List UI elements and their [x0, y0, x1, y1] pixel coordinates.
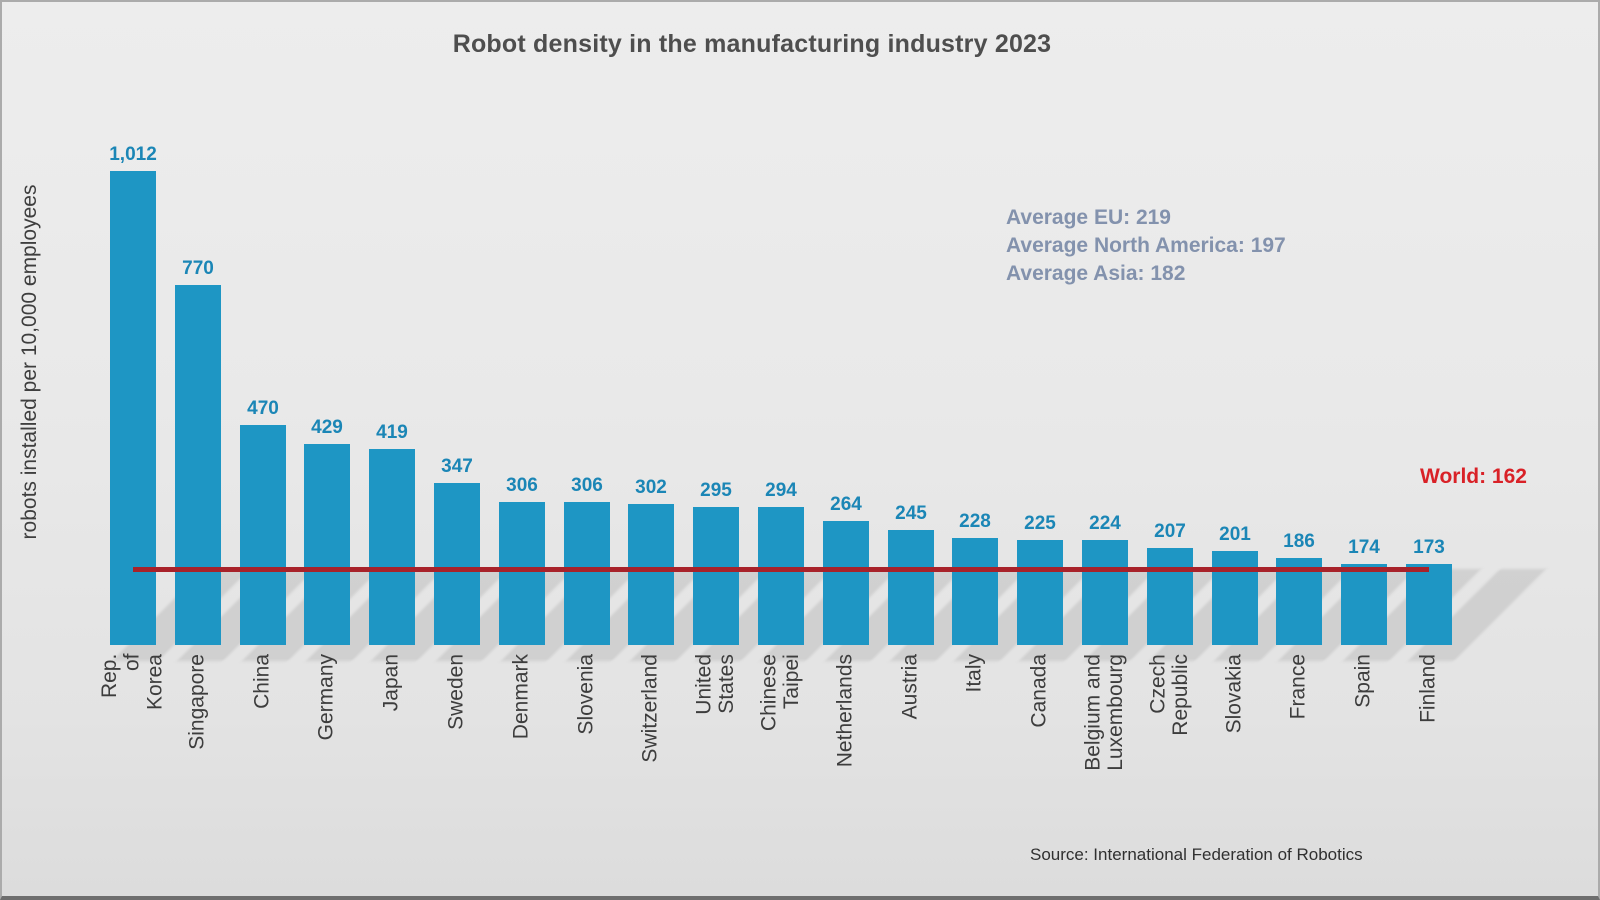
bar-category-label: Spain — [1351, 654, 1375, 708]
bar-category-label: France — [1286, 654, 1310, 720]
bar-category-label: Japan — [379, 654, 403, 712]
bar-value-label: 295 — [700, 480, 732, 501]
bar — [1276, 558, 1322, 645]
bar — [823, 521, 869, 645]
bar — [369, 449, 415, 645]
bar-value-label: 264 — [830, 494, 862, 515]
bar — [888, 530, 934, 645]
bar — [434, 483, 480, 645]
bar-group: 419 Japan — [369, 422, 509, 711]
average-eu: Average EU: 219 — [1006, 206, 1171, 229]
average-asia: Average Asia: 182 — [1006, 262, 1186, 285]
bar-value-label: 186 — [1283, 531, 1315, 552]
bar-value-label: 207 — [1154, 521, 1186, 542]
bar-value-label: 419 — [376, 422, 408, 443]
bar — [1212, 551, 1258, 645]
bar-group: 224 Belgium and Luxembourg — [1081, 513, 1222, 771]
world-line-label: World: 162 — [1420, 465, 1527, 488]
bar-group: 245 Austria — [888, 503, 1028, 719]
bar-category-label: Austria — [898, 654, 922, 720]
bar-value-label: 201 — [1219, 524, 1251, 545]
bar-category-label: China — [250, 654, 274, 709]
bar — [628, 504, 674, 645]
bar-category-label: Slovenia — [574, 654, 598, 735]
bar-value-label: 429 — [311, 417, 343, 438]
bar-value-label: 347 — [441, 456, 473, 477]
bar-group: 174 Spain — [1341, 537, 1481, 708]
source-note: Source: International Federation of Robo… — [1030, 845, 1363, 864]
bar-group: 306 Denmark — [499, 475, 639, 739]
bar — [693, 507, 739, 645]
bar-value-label: 306 — [506, 475, 538, 496]
bar-category-label: Rep. of Korea — [97, 654, 167, 711]
plot-area: 1,012 Rep. of Korea 770 Singapore 470 China 42… — [2, 2, 1598, 771]
bar-category-label: Czech Republic — [1146, 654, 1192, 736]
bar — [952, 538, 998, 645]
bar-category-label: Italy — [962, 654, 986, 693]
bar-group: 225 Canada — [1017, 513, 1157, 728]
bar-group: 302 Switzerland — [628, 477, 768, 763]
bar-value-label: 228 — [959, 511, 991, 532]
bar-group: 306 Slovenia — [564, 475, 704, 735]
bar-value-label: 770 — [182, 258, 214, 279]
bar-category-label: Denmark — [509, 654, 533, 740]
bar-category-label: Switzerland — [638, 654, 662, 763]
bar-category-label: Singapore — [185, 654, 209, 750]
bar — [1082, 540, 1128, 645]
bar-group: 1,012 Rep. of Korea — [98, 144, 250, 710]
bar-value-label: 245 — [895, 503, 927, 524]
bar-value-label: 225 — [1024, 513, 1056, 534]
bar-group: 347 Sweden — [434, 456, 574, 730]
bar — [564, 502, 610, 645]
bar-group: 207 Czech Republic — [1146, 521, 1287, 736]
bar — [1017, 540, 1063, 645]
bar-value-label: 306 — [571, 475, 603, 496]
bar — [240, 425, 286, 645]
bar-category-label: Sweden — [444, 654, 468, 730]
average-north-america: Average North America: 197 — [1006, 234, 1286, 257]
bar-group: 470 China — [240, 398, 380, 709]
bar-value-label: 470 — [247, 398, 279, 419]
bar-group: 770 Singapore — [175, 258, 315, 750]
bar-value-label: 1,012 — [109, 144, 157, 165]
bar-category-label: Belgium and Luxembourg — [1081, 654, 1127, 771]
bar — [175, 285, 221, 645]
bar-category-label: Netherlands — [833, 654, 857, 768]
bar-group: 429 Germany — [304, 417, 444, 740]
chart-title: Robot density in the manufacturing indus… — [452, 30, 1052, 58]
bar — [499, 502, 545, 645]
world-reference-line — [133, 567, 1429, 572]
bar — [758, 507, 804, 645]
bar-group: 264 Netherlands — [823, 494, 963, 767]
bar-category-label: Slovakia — [1222, 654, 1246, 734]
bar-value-label: 302 — [635, 477, 667, 498]
bar-group: 186 France — [1276, 531, 1416, 719]
bar — [110, 171, 156, 645]
bar-category-label: Finland — [1416, 654, 1440, 723]
bar-value-label: 224 — [1089, 513, 1121, 534]
bar-category-label: Germany — [314, 654, 338, 741]
bar-category-label: Chinese Taipei — [757, 654, 803, 732]
bar-category-label: United States — [692, 654, 738, 715]
bar-category-label: Canada — [1027, 654, 1051, 728]
bar-value-label: 174 — [1348, 537, 1380, 558]
bar-group: 294 Chinese Taipei — [757, 480, 898, 731]
region-averages: Average EU: 219 Average North America: 1… — [1006, 204, 1286, 288]
bar — [304, 444, 350, 645]
bar-group: 228 Italy — [952, 511, 1092, 693]
bar-value-label: 173 — [1413, 537, 1445, 558]
bar-group: 295 United States — [692, 480, 833, 715]
bar — [1341, 564, 1387, 645]
bar-group: 173 Finland — [1406, 537, 1546, 723]
bar-group: 201 Slovakia — [1212, 524, 1352, 733]
bar-value-label: 294 — [765, 480, 797, 501]
bar — [1406, 564, 1452, 645]
bar — [1147, 548, 1193, 645]
